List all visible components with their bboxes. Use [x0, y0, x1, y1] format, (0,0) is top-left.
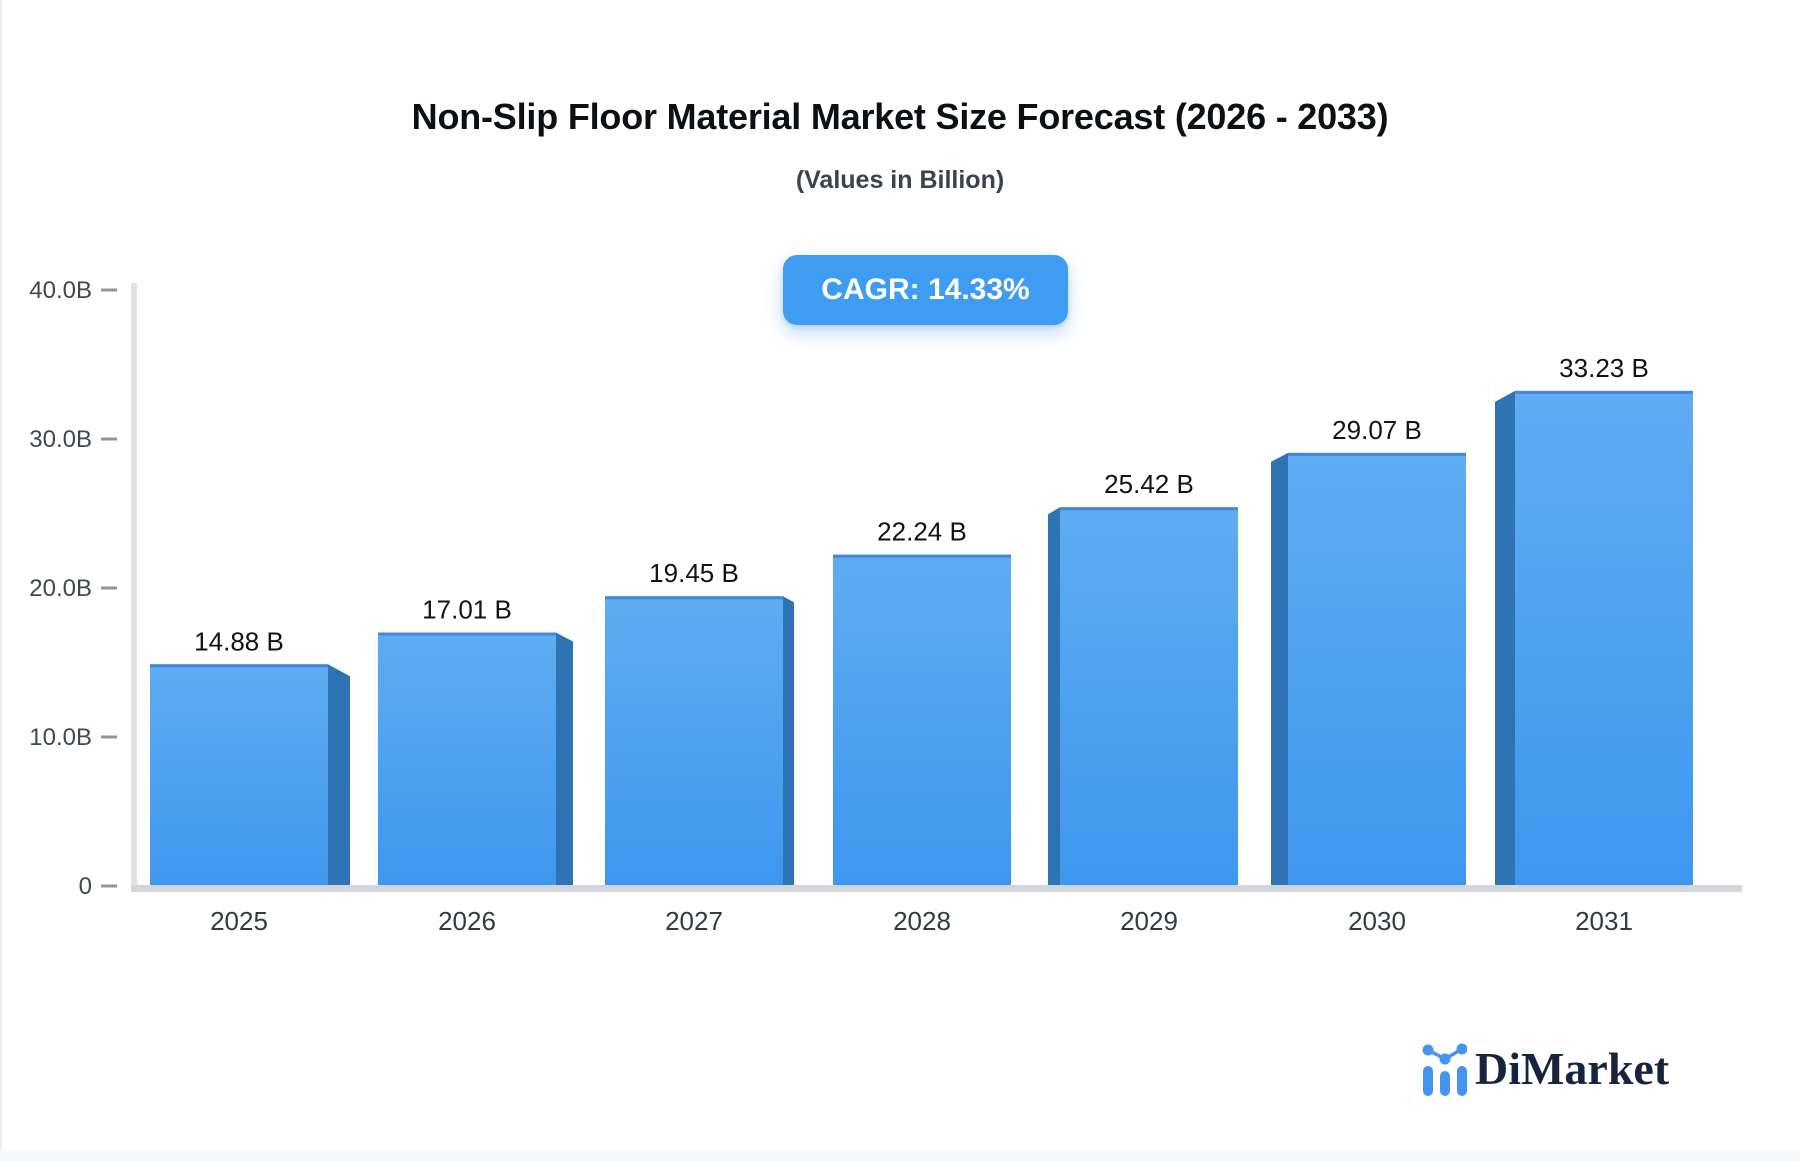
y-tick-dash	[101, 288, 117, 292]
bar-2027	[605, 596, 794, 886]
bar-front-face	[150, 664, 328, 886]
bar-side-face	[556, 632, 573, 886]
x-tick-label: 2029	[1120, 906, 1178, 936]
x-tick-label: 2028	[893, 906, 951, 936]
x-tick-label: 2027	[665, 906, 723, 936]
bar-2029	[1048, 507, 1238, 886]
bar-side-face	[1495, 390, 1515, 886]
chart-subtitle: (Values in Billion)	[795, 166, 1005, 194]
y-tick-dash	[101, 437, 117, 441]
bar-side-face	[1048, 507, 1060, 886]
bar-2026	[378, 632, 573, 886]
cagr-badge: CAGR: 14.33%	[783, 255, 1068, 325]
bar-value-label: 33.23 B	[1559, 353, 1649, 383]
y-tick-dash	[101, 735, 117, 739]
bar-value-label: 29.07 B	[1332, 415, 1422, 445]
bar-side-face	[783, 596, 794, 886]
bar-2025	[150, 664, 350, 886]
bar-front-face	[1288, 452, 1466, 886]
y-tick-label: 40.0B	[29, 277, 92, 304]
x-tick-label: 2030	[1348, 906, 1406, 936]
y-tick-label: 0	[79, 873, 92, 900]
bar-value-label: 19.45 B	[649, 558, 739, 588]
y-tick-label: 20.0B	[29, 575, 92, 602]
bar-2028	[833, 554, 1011, 886]
x-axis-baseline	[131, 885, 1742, 892]
x-tick-label: 2031	[1575, 906, 1633, 936]
mini-bar-chart-logo-icon	[1422, 1043, 1467, 1096]
bar-value-label: 25.42 B	[1104, 469, 1194, 499]
x-tick-label: 2025	[210, 906, 268, 936]
bar-front-face	[833, 554, 1011, 886]
y-tick-label: 30.0B	[29, 426, 92, 453]
bar-side-face	[328, 664, 350, 886]
bar-side-face	[1271, 452, 1288, 886]
bar-value-label: 22.24 B	[877, 517, 967, 547]
cagr-badge-label: CAGR: 14.33%	[821, 273, 1030, 306]
brand-name: DiMarket	[1475, 1043, 1670, 1094]
chart-title: Non-Slip Floor Material Market Size Fore…	[411, 96, 1389, 137]
bar-value-label: 14.88 B	[194, 626, 284, 656]
y-axis-line	[131, 283, 137, 889]
x-tick-label: 2026	[438, 906, 496, 936]
bar-value-label: 17.01 B	[422, 595, 512, 625]
brand-logo: DiMarket	[1421, 1040, 1669, 1098]
bar-front-face	[378, 632, 556, 886]
y-tick-label: 10.0B	[29, 724, 92, 751]
y-tick-dash	[101, 884, 117, 888]
bar-front-face	[605, 596, 783, 886]
bar-2030	[1271, 452, 1466, 886]
bar-2031	[1495, 390, 1693, 886]
bar-front-face	[1515, 390, 1693, 886]
bar-front-face	[1060, 507, 1238, 886]
y-tick-dash	[101, 586, 117, 590]
